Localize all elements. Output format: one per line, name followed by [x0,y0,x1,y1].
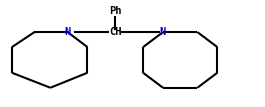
Text: N: N [160,27,166,37]
Text: Ph: Ph [109,6,122,16]
Text: CH: CH [109,27,122,37]
Text: N: N [64,27,71,37]
